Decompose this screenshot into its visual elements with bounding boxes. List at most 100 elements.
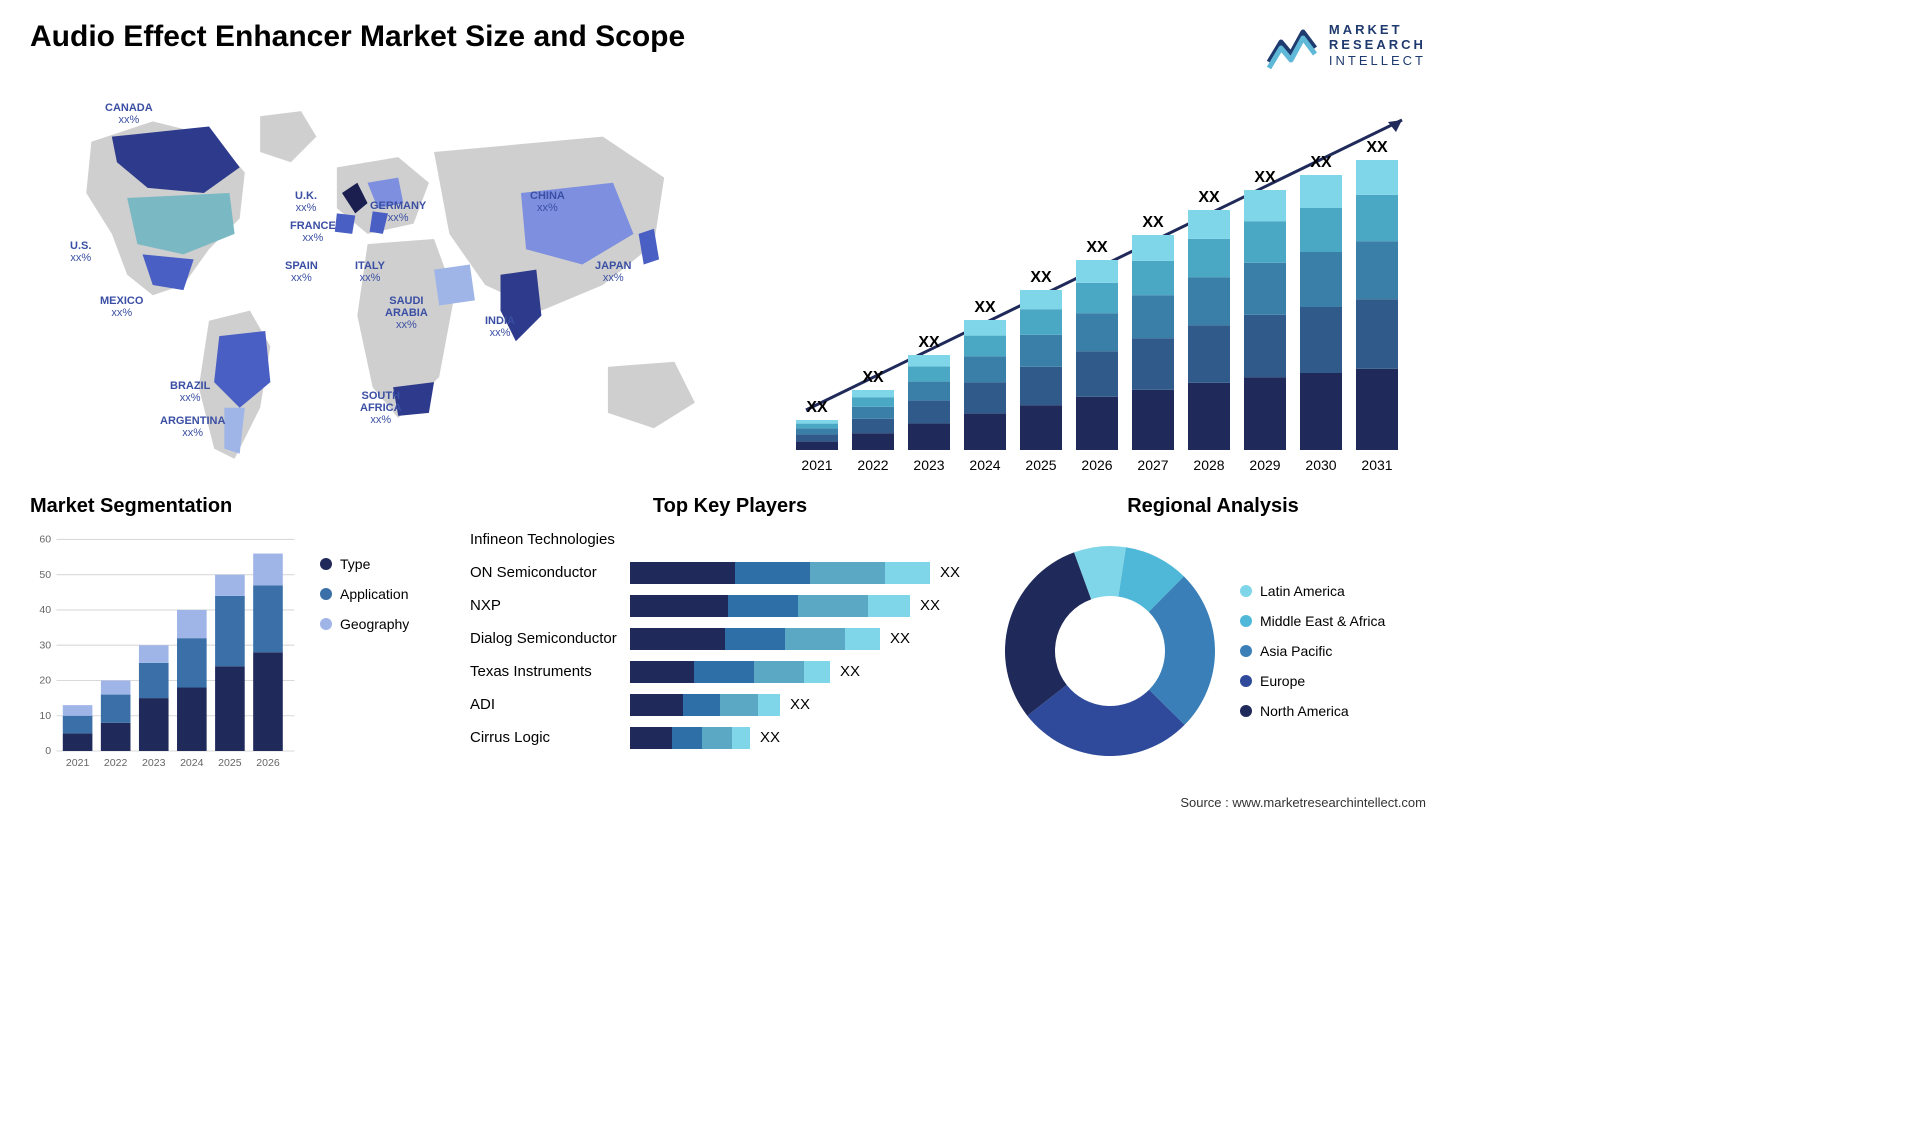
- map-label: ARGENTINAxx%: [160, 415, 225, 439]
- player-row: Texas Instruments XX: [470, 658, 990, 685]
- svg-text:XX: XX: [862, 369, 884, 386]
- player-bar: XX: [630, 694, 990, 716]
- segmentation-body: 0102030405060202120222023202420252026 Ty…: [30, 526, 460, 775]
- svg-text:2029: 2029: [1249, 457, 1280, 473]
- svg-text:2026: 2026: [256, 757, 280, 769]
- svg-text:2025: 2025: [1025, 457, 1056, 473]
- player-name: ADI: [470, 696, 630, 713]
- logo-icon: [1265, 20, 1321, 70]
- legend-item: Asia Pacific: [1240, 643, 1385, 659]
- segmentation-title: Market Segmentation: [30, 495, 460, 518]
- map-label: JAPANxx%: [595, 260, 631, 284]
- regional-title: Regional Analysis: [1000, 495, 1426, 518]
- svg-text:XX: XX: [1030, 269, 1052, 286]
- map-svg: [30, 80, 746, 490]
- map-label: CANADAxx%: [105, 102, 153, 126]
- svg-text:50: 50: [39, 569, 51, 581]
- map-label: CHINAxx%: [530, 190, 565, 214]
- players-body: Infineon TechnologiesON SemiconductorXXN…: [470, 526, 990, 775]
- map-label: ITALYxx%: [355, 260, 385, 284]
- svg-text:2024: 2024: [180, 757, 204, 769]
- svg-text:0: 0: [45, 745, 51, 757]
- svg-text:2023: 2023: [913, 457, 944, 473]
- svg-text:2031: 2031: [1361, 457, 1392, 473]
- svg-text:2021: 2021: [66, 757, 90, 769]
- player-bar: XX: [630, 661, 990, 683]
- player-row: NXP XX: [470, 592, 990, 619]
- svg-text:XX: XX: [918, 334, 940, 351]
- player-value: XX: [760, 729, 780, 746]
- segmentation-panel: Market Segmentation 01020304050602021202…: [30, 495, 460, 775]
- segmentation-legend: Type Application Geography: [320, 526, 460, 775]
- map-label: U.K.xx%: [295, 190, 317, 214]
- svg-text:2024: 2024: [969, 457, 1000, 473]
- logo-text: MARKET RESEARCH INTELLECT: [1329, 22, 1426, 69]
- bottom-row: Market Segmentation 01020304050602021202…: [30, 495, 1426, 775]
- svg-text:2030: 2030: [1305, 457, 1336, 473]
- player-row: ADI XX: [470, 691, 990, 718]
- legend-item: Middle East & Africa: [1240, 613, 1385, 629]
- segmentation-chart: 0102030405060202120222023202420252026: [30, 526, 305, 775]
- svg-text:2021: 2021: [801, 457, 832, 473]
- player-name: Cirrus Logic: [470, 729, 630, 746]
- svg-text:20: 20: [39, 675, 51, 687]
- player-value: XX: [940, 564, 960, 581]
- svg-text:2025: 2025: [218, 757, 242, 769]
- svg-text:XX: XX: [974, 299, 996, 316]
- legend-item: Geography: [320, 616, 460, 632]
- player-bar: XX: [630, 628, 990, 650]
- player-bar: XX: [630, 727, 990, 749]
- map-label: U.S.xx%: [70, 240, 91, 264]
- map-label: SOUTHAFRICAxx%: [360, 390, 402, 426]
- legend-item: North America: [1240, 703, 1385, 719]
- player-name: NXP: [470, 597, 630, 614]
- map-label: GERMANYxx%: [370, 200, 426, 224]
- page: Audio Effect Enhancer Market Size and Sc…: [0, 0, 1456, 816]
- legend-item: Europe: [1240, 673, 1385, 689]
- svg-text:2026: 2026: [1081, 457, 1112, 473]
- player-row: Infineon Technologies: [470, 526, 990, 553]
- svg-text:XX: XX: [1198, 189, 1220, 206]
- legend-item: Type: [320, 556, 460, 572]
- svg-text:2023: 2023: [142, 757, 166, 769]
- player-bar: XX: [630, 562, 990, 584]
- top-row: CANADAxx%U.S.xx%MEXICOxx%BRAZILxx%ARGENT…: [30, 80, 1426, 490]
- player-name: ON Semiconductor: [470, 564, 630, 581]
- legend-item: Application: [320, 586, 460, 602]
- svg-text:40: 40: [39, 604, 51, 616]
- logo: MARKET RESEARCH INTELLECT: [1265, 20, 1426, 70]
- growth-chart: XX 2021 XX 2022 XX 2023 XX 2024 XX 2025 XX 2026 XX 20…: [766, 80, 1426, 490]
- page-title: Audio Effect Enhancer Market Size and Sc…: [30, 20, 685, 54]
- source-text: Source : www.marketresearchintellect.com: [1180, 795, 1426, 810]
- regional-panel: Regional Analysis Latin AmericaMiddle Ea…: [1000, 495, 1426, 775]
- map-label: FRANCExx%: [290, 220, 336, 244]
- player-value: XX: [790, 696, 810, 713]
- player-bar: XX: [630, 595, 990, 617]
- header: Audio Effect Enhancer Market Size and Sc…: [30, 20, 1426, 70]
- svg-text:XX: XX: [1366, 139, 1388, 156]
- svg-text:30: 30: [39, 639, 51, 651]
- svg-text:10: 10: [39, 710, 51, 722]
- player-name: Infineon Technologies: [470, 531, 630, 548]
- player-value: XX: [920, 597, 940, 614]
- svg-text:XX: XX: [1254, 169, 1276, 186]
- svg-text:2022: 2022: [857, 457, 888, 473]
- map-label: SAUDIARABIAxx%: [385, 295, 428, 331]
- svg-text:XX: XX: [1142, 214, 1164, 231]
- map-label: INDIAxx%: [485, 315, 515, 339]
- donut-chart: [1000, 541, 1220, 761]
- svg-text:2022: 2022: [104, 757, 128, 769]
- svg-text:XX: XX: [1310, 154, 1332, 171]
- player-bar: [630, 529, 990, 551]
- regional-legend: Latin AmericaMiddle East & AfricaAsia Pa…: [1240, 583, 1385, 719]
- player-value: XX: [840, 663, 860, 680]
- players-panel: Top Key Players Infineon TechnologiesON …: [470, 495, 990, 775]
- player-name: Dialog Semiconductor: [470, 630, 630, 647]
- player-name: Texas Instruments: [470, 663, 630, 680]
- player-value: XX: [890, 630, 910, 647]
- map-label: SPAINxx%: [285, 260, 318, 284]
- player-row: ON Semiconductor XX: [470, 559, 990, 586]
- svg-text:XX: XX: [1086, 239, 1108, 256]
- growth-chart-svg: XX 2021 XX 2022 XX 2023 XX 2024 XX 2025 XX 2026 XX 20…: [766, 90, 1426, 490]
- map-label: BRAZILxx%: [170, 380, 210, 404]
